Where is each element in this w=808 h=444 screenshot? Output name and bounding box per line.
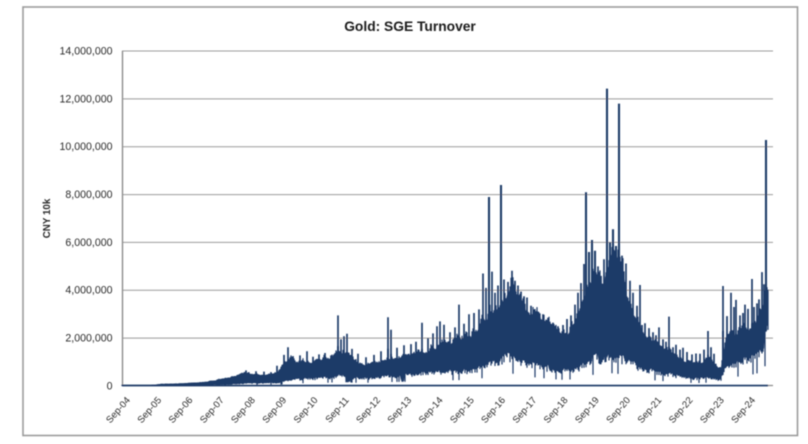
svg-text:12,000,000: 12,000,000 [59, 93, 112, 105]
svg-text:CNY 10k: CNY 10k [42, 198, 53, 238]
svg-text:Gold: SGE Turnover: Gold: SGE Turnover [344, 19, 476, 34]
svg-text:14,000,000: 14,000,000 [59, 45, 112, 57]
svg-text:4,000,000: 4,000,000 [65, 285, 112, 297]
svg-text:8,000,000: 8,000,000 [65, 189, 112, 201]
svg-text:0: 0 [107, 380, 113, 392]
svg-text:10,000,000: 10,000,000 [59, 141, 112, 153]
svg-text:2,000,000: 2,000,000 [65, 333, 112, 345]
svg-text:6,000,000: 6,000,000 [65, 237, 112, 249]
